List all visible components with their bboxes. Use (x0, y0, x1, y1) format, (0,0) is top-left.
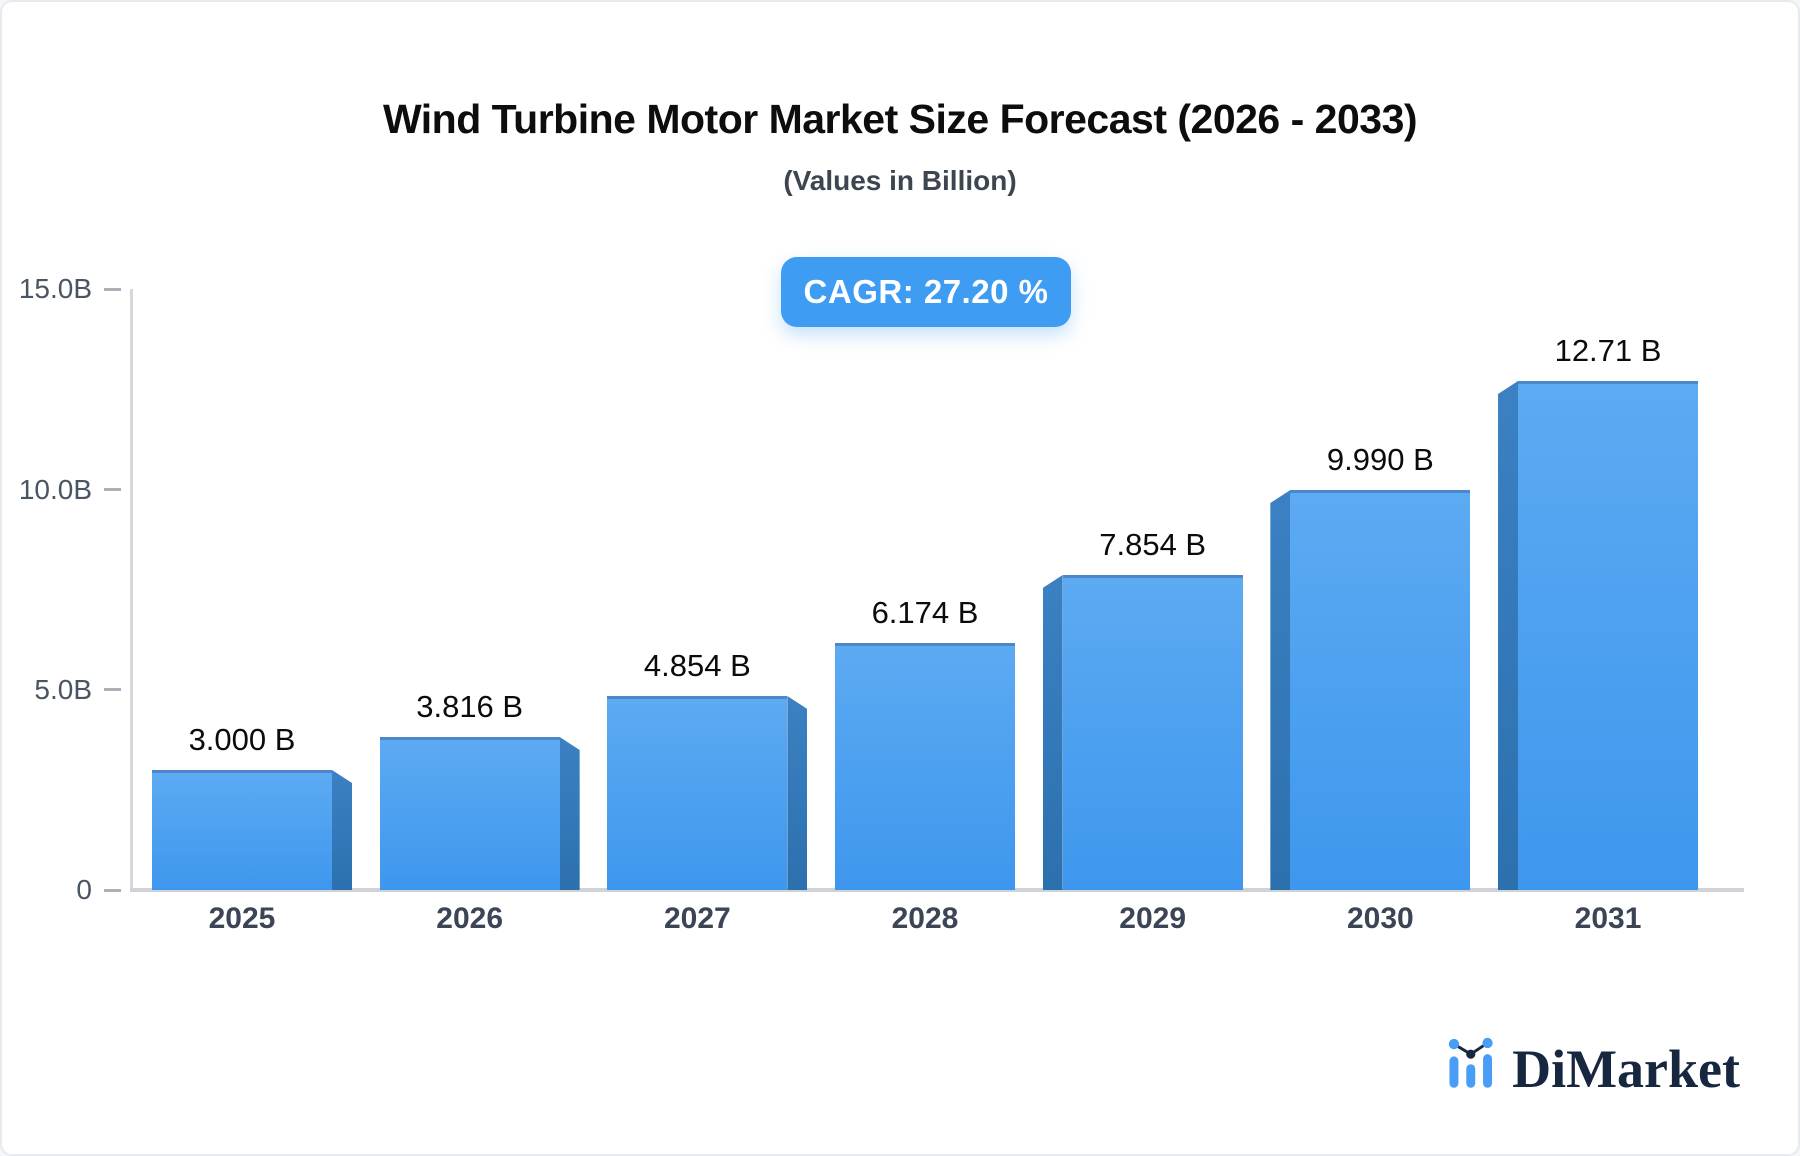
x-axis-label: 2030 (1346, 902, 1414, 935)
y-axis-label: 10.0B (18, 473, 92, 505)
bar-2025 (152, 770, 332, 890)
bar-2030 (1290, 490, 1471, 890)
x-axis-label: 2029 (1119, 902, 1187, 935)
logo-bar-chart-icon (1447, 1034, 1499, 1095)
bar-side-facet (1270, 490, 1291, 890)
bar-value-label: 3.816 B (416, 689, 524, 724)
bar-2026 (379, 737, 560, 890)
y-tick-mark (104, 287, 121, 291)
x-axis-label: 2025 (208, 902, 276, 935)
y-axis-line (130, 289, 133, 890)
x-axis-baseline (130, 888, 1744, 892)
x-axis-label: 2026 (436, 902, 504, 935)
logo-wordmark: DiMarket (1512, 1039, 1740, 1100)
bar-value-label: 12.71 B (1554, 333, 1662, 368)
bar-2027 (607, 696, 788, 890)
chart-subtitle: (Values in Billion) (783, 165, 1017, 196)
y-tick-mark (104, 488, 121, 491)
bar-value-label: 7.854 B (1099, 527, 1207, 562)
y-axis-label: 0 (76, 874, 92, 905)
cagr-badge-label: CAGR: 27.20 % (803, 273, 1049, 310)
x-axis-label: 2028 (891, 902, 959, 935)
y-axis-label: 15.0B (18, 273, 92, 305)
bar-side-facet (1498, 381, 1519, 890)
y-tick-mark (104, 888, 121, 892)
bar-2031 (1518, 381, 1699, 890)
chart-title: Wind Turbine Motor Market Size Forecast … (382, 96, 1418, 142)
cagr-badge: CAGR: 27.20 % (781, 257, 1071, 327)
bar-value-label: 9.990 B (1326, 442, 1434, 477)
brand-logo: DiMarket (1447, 1034, 1740, 1100)
x-axis-label: 2027 (663, 902, 731, 935)
bar-side-facet (332, 770, 352, 890)
bar-side-facet (787, 696, 808, 890)
bar-value-label: 3.000 B (188, 722, 296, 757)
x-axis-label: 2031 (1574, 902, 1642, 935)
bar-2028 (835, 643, 1015, 890)
y-axis-label: 5.0B (34, 673, 92, 705)
bar-side-facet (1042, 575, 1063, 890)
y-tick-mark (104, 688, 121, 692)
bar-side-facet (559, 737, 580, 890)
bar-value-label: 4.854 B (643, 648, 751, 683)
bar-value-label: 6.174 B (871, 595, 979, 630)
bar-2029 (1062, 575, 1243, 890)
